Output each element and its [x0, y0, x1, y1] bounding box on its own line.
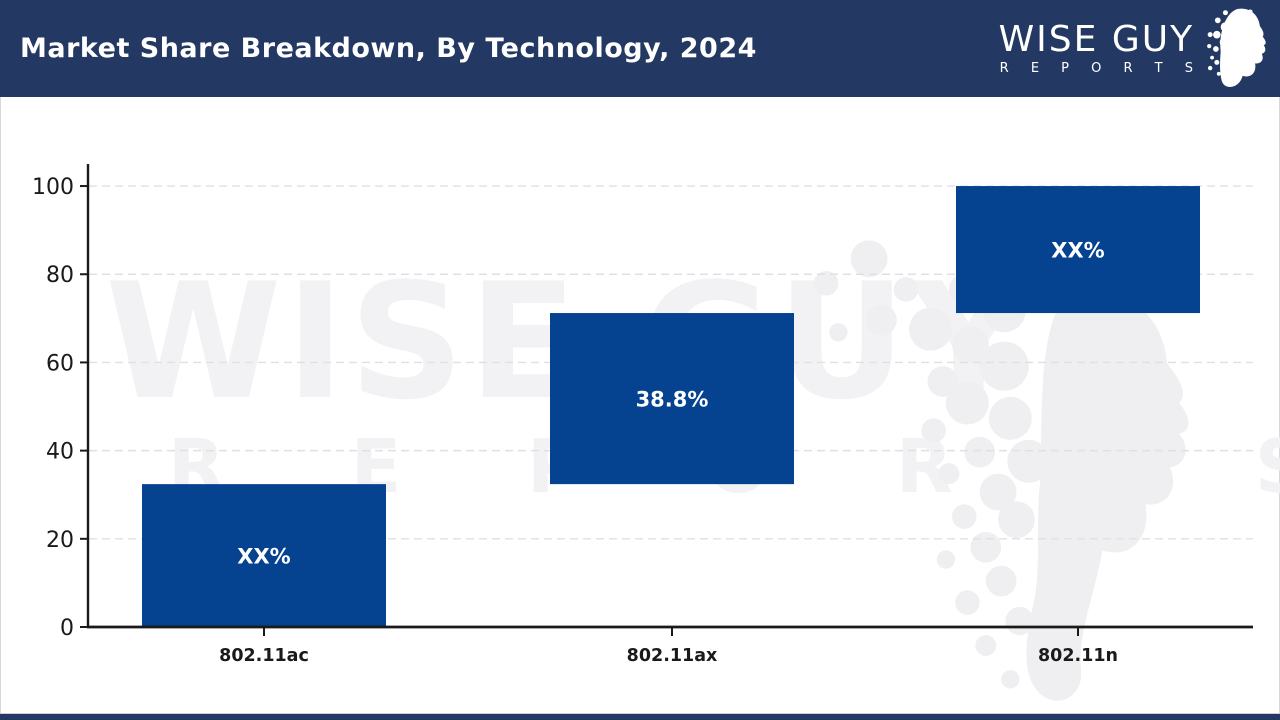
- bar-label-802.11ax: 38.8%: [636, 388, 709, 412]
- brand-logo-text: WISE GUY R E P O R T S: [991, 18, 1202, 76]
- header-band: Market Share Breakdown, By Technology, 2…: [0, 0, 1280, 97]
- brand-name: WISE GUY: [998, 18, 1195, 60]
- brand-logo: WISE GUY R E P O R T S: [991, 6, 1266, 92]
- bar-label-802.11n: XX%: [1051, 239, 1104, 263]
- bar-802.11ax: [550, 313, 794, 485]
- waterfall-chart: XX% 38.8% XX% 0 20 40 60 80 100 802.11ac 802.11ax 8…: [32, 164, 1253, 666]
- x-tick-label-802.11n: 802.11n: [1038, 646, 1118, 666]
- y-tick-label-60: 60: [46, 351, 74, 376]
- y-tick-label-0: 0: [60, 616, 74, 641]
- x-tick-label-802.11ax: 802.11ax: [627, 646, 718, 666]
- bar-label-802.11ac: XX%: [237, 545, 290, 569]
- x-tick-label-802.11ac: 802.11ac: [219, 646, 309, 666]
- y-tick-label-100: 100: [32, 175, 74, 200]
- y-tick-label-80: 80: [46, 263, 74, 288]
- brand-subname: R E P O R T S: [999, 60, 1202, 76]
- chart-title: Market Share Breakdown, By Technology, 2…: [20, 33, 757, 64]
- bar-802.11n: [956, 186, 1200, 314]
- brand-face-icon: [1207, 8, 1266, 87]
- footer-band: [0, 713, 1280, 720]
- y-tick-label-40: 40: [46, 440, 74, 465]
- y-tick-label-20: 20: [46, 528, 74, 553]
- bar-802.11ac: [142, 484, 386, 627]
